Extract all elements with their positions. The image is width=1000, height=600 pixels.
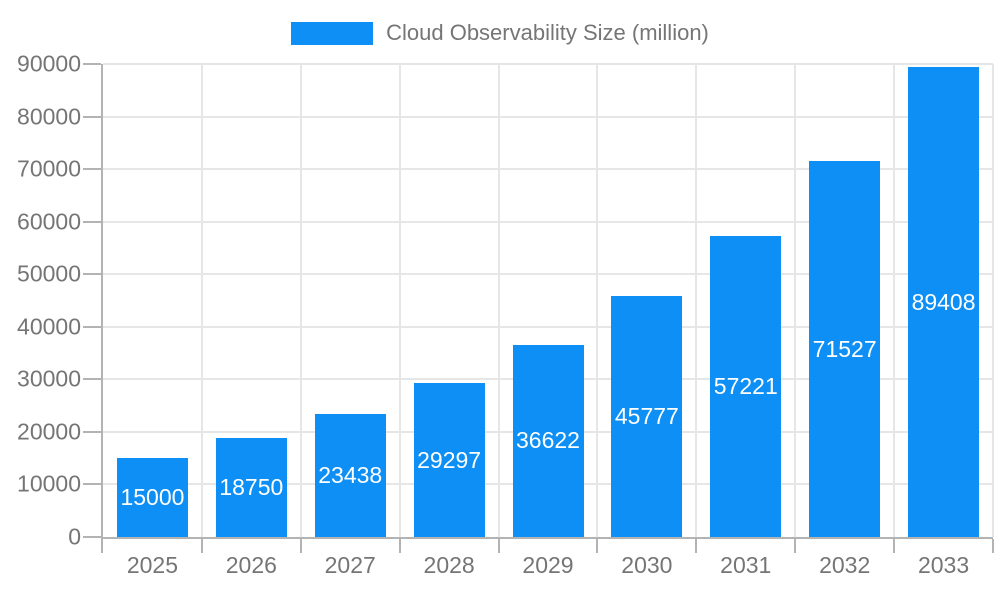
x-gridline [992, 64, 994, 537]
x-axis-tick [497, 539, 500, 553]
x-axis-label: 2029 [522, 552, 574, 578]
y-axis-label: 90000 [17, 50, 81, 77]
y-axis-label: 80000 [17, 103, 81, 130]
bar-2026: 18750 [215, 438, 287, 537]
bar-2032: 71527 [809, 161, 881, 537]
y-gridline [103, 273, 993, 276]
bar-value-label: 36622 [516, 427, 580, 454]
plot-area: 0 10000 20000 30000 40000 50000 60000 70000 8000… [17, 52, 994, 577]
x-axis-tick [200, 539, 203, 553]
y-gridline [103, 115, 993, 118]
x-axis-tick [596, 539, 599, 553]
x-axis-label: 2028 [423, 552, 475, 578]
legend-label: Cloud Observability Size (million) [386, 20, 709, 45]
x-axis-label: 2031 [720, 552, 772, 578]
y-axis-tick [83, 483, 101, 486]
x-axis-label: 2026 [225, 552, 277, 578]
bar-2029: 36622 [512, 344, 584, 537]
x-axis-tick [893, 539, 896, 553]
bar-value-label: 57221 [713, 373, 778, 400]
x-axis-label: 2027 [324, 552, 376, 578]
bar-2025: 15000 [116, 458, 188, 537]
y-gridline [103, 220, 993, 223]
x-axis-tick [794, 539, 797, 553]
x-axis-label: 2033 [917, 552, 970, 578]
y-gridline [103, 325, 993, 328]
y-axis-label: 20000 [17, 418, 81, 445]
bar-2027: 23438 [314, 413, 386, 537]
y-axis-label: 30000 [17, 365, 81, 392]
y-axis-tick [83, 325, 101, 328]
x-axis-tick [695, 539, 698, 553]
x-axis-label: 2030 [621, 552, 673, 578]
bar-2031: 57221 [710, 236, 782, 537]
y-axis-label: 60000 [17, 208, 81, 235]
y-axis-label: 70000 [17, 155, 81, 182]
bar-2030: 45777 [611, 296, 683, 537]
y-axis-label: 0 [68, 523, 81, 550]
x-gridline [893, 64, 896, 537]
y-axis-label: 10000 [17, 470, 81, 497]
bar-value-label: 23438 [318, 461, 383, 488]
y-axis-tick [83, 220, 101, 223]
y-axis-tick [83, 63, 101, 65]
y-axis-tick [83, 168, 101, 171]
bar-2028: 29297 [413, 383, 485, 537]
x-gridline [299, 64, 302, 537]
y-axis-tick [83, 273, 101, 276]
y-axis-tick [83, 378, 101, 381]
x-gridline [794, 64, 797, 537]
x-gridline [695, 64, 698, 537]
bar-value-label: 89408 [911, 288, 976, 315]
x-gridline [596, 64, 599, 537]
x-axis-label: 2025 [126, 552, 179, 578]
y-gridline [103, 63, 993, 65]
x-axis-tick [101, 539, 103, 553]
y-axis-tick [83, 536, 101, 538]
bar-value-label: 45777 [614, 403, 679, 430]
bar-value-label: 71527 [812, 335, 877, 362]
legend-swatch [291, 21, 374, 45]
y-axis-tick [83, 115, 101, 118]
bar-value-label: 15000 [120, 484, 185, 511]
x-gridline [497, 64, 500, 537]
x-axis-tick [992, 539, 994, 553]
bar-2033: 89408 [908, 67, 980, 537]
x-gridline [398, 64, 401, 537]
bar-value-label: 18750 [219, 474, 284, 501]
y-axis-label: 50000 [17, 260, 81, 287]
y-axis-label: 40000 [17, 313, 81, 340]
y-gridline [103, 168, 993, 171]
x-axis-label: 2032 [819, 552, 871, 578]
bar-value-label: 29297 [417, 446, 482, 473]
x-gridline [200, 64, 203, 537]
x-axis-tick [398, 539, 401, 553]
legend-item[interactable]: Cloud Observability Size (million) [0, 20, 1000, 46]
x-axis-tick [299, 539, 302, 553]
y-axis-tick [83, 430, 101, 433]
